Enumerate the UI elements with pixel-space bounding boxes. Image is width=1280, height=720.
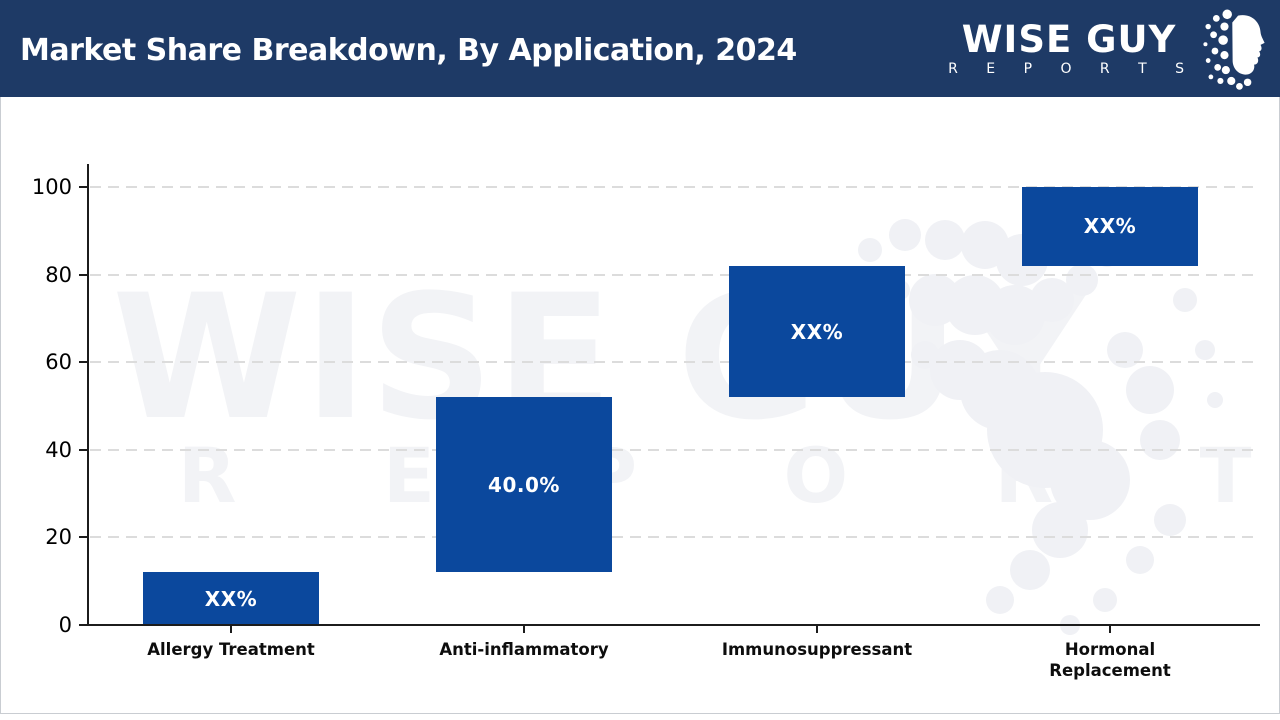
y-tick-label-100: 100 bbox=[31, 175, 72, 199]
y-tick-label-20: 20 bbox=[45, 525, 72, 550]
bar-hormonal-replacement: XX% bbox=[1022, 187, 1198, 266]
y-tick-label-60: 60 bbox=[45, 350, 72, 375]
x-axis-label-anti-inflammatory: Anti-inflammatory bbox=[439, 640, 609, 659]
y-tick-label-80: 80 bbox=[45, 262, 72, 287]
gridline-80 bbox=[90, 273, 1256, 276]
chart-title: Market Share Breakdown, By Application, … bbox=[20, 33, 797, 68]
header-bar: Market Share Breakdown, By Application, … bbox=[0, 0, 1280, 97]
y-tick-20 bbox=[79, 536, 87, 539]
gridline-60 bbox=[90, 361, 1256, 364]
x-axis-line bbox=[87, 624, 1260, 626]
y-tick-0 bbox=[79, 624, 87, 626]
y-tick-label-40: 40 bbox=[45, 437, 72, 462]
y-axis-line bbox=[87, 164, 89, 626]
gridline-40 bbox=[90, 448, 1256, 451]
x-tick-1 bbox=[523, 626, 525, 633]
y-tick-label-0: 0 bbox=[58, 613, 72, 637]
bar-value-label: XX% bbox=[204, 586, 258, 611]
gridline-20 bbox=[90, 536, 1256, 539]
wise-guy-head-icon bbox=[1203, 9, 1265, 90]
wise-guy-logo: WISE GUY R E P O R T S bbox=[942, 4, 1268, 94]
gridline-100 bbox=[90, 186, 1256, 188]
bar-value-label: 40.0% bbox=[488, 472, 560, 497]
logo-reports-text: R E P O R T S bbox=[948, 60, 1196, 77]
y-tick-60 bbox=[79, 361, 87, 364]
y-tick-100 bbox=[79, 186, 87, 188]
bar-allergy-treatment: XX% bbox=[143, 572, 319, 625]
x-axis-label-hormonal-replacement: Hormonal Replacement bbox=[1049, 640, 1171, 680]
x-axis-label-immunosuppressant: Immunosuppressant bbox=[721, 640, 913, 659]
x-tick-2 bbox=[816, 626, 818, 633]
y-tick-40 bbox=[79, 448, 87, 451]
watermark-head-dots bbox=[858, 219, 1223, 635]
logo-wiseguy-text: WISE GUY bbox=[961, 18, 1177, 62]
x-tick-3 bbox=[1109, 626, 1111, 633]
y-tick-80 bbox=[79, 273, 87, 276]
bar-anti-inflammatory: 40.0% bbox=[436, 397, 612, 573]
bar-immunosuppressant: XX% bbox=[729, 265, 905, 398]
logo-text: WISE GUY R E P O R T S bbox=[942, 18, 1196, 77]
x-tick-0 bbox=[230, 626, 232, 633]
bar-value-label: XX% bbox=[1083, 214, 1137, 239]
bar-value-label: XX% bbox=[790, 319, 844, 344]
x-axis-label-allergy-treatment: Allergy Treatment bbox=[147, 640, 315, 659]
